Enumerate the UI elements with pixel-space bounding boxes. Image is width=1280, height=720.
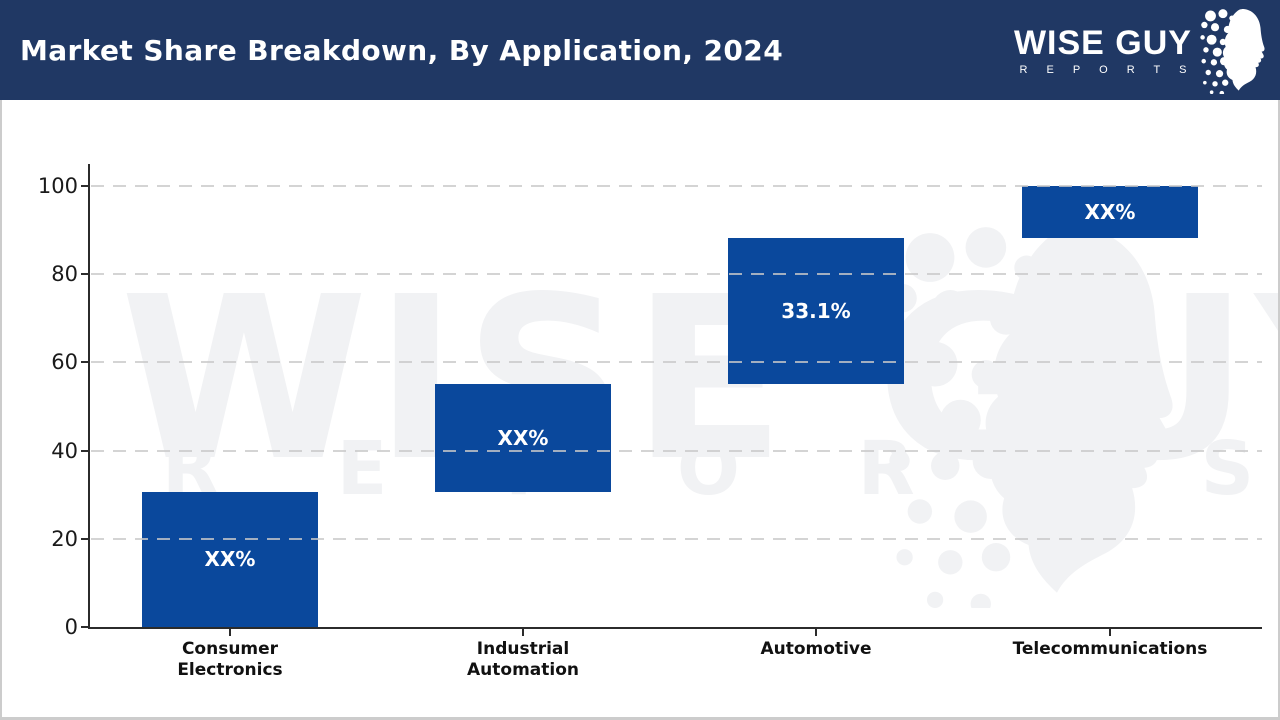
bar-value-label: XX% (204, 547, 256, 572)
y-axis-tick (81, 361, 88, 364)
y-axis-tick-label: 0 (64, 615, 78, 639)
y-gridline (91, 537, 1262, 540)
x-axis-category-label: Telecommunications (1012, 639, 1208, 659)
y-gridline (91, 361, 1262, 364)
x-axis-tick (1109, 629, 1111, 636)
bar-segment: XX% (142, 491, 318, 627)
y-axis-tick (81, 449, 88, 452)
page-title: Market Share Breakdown, By Application, … (20, 33, 784, 67)
bar-segment: XX% (435, 383, 611, 492)
x-axis-tick (815, 629, 817, 636)
y-axis-tick-label: 40 (51, 438, 78, 463)
y-gridline (91, 185, 1262, 187)
bar-value-label: XX% (497, 425, 549, 450)
y-axis-line (88, 164, 90, 629)
x-axis-category-label: Industrial Automation (467, 639, 579, 680)
x-axis-tick (522, 629, 524, 636)
brand-logo-text: WISE GUY R E P O R T S (1014, 24, 1192, 76)
x-axis-category-label: Automotive (760, 639, 872, 659)
y-axis-tick-label: 100 (37, 174, 78, 198)
x-axis-line (88, 627, 1262, 629)
y-axis-tick-label: 60 (51, 350, 78, 375)
x-axis-tick (229, 629, 231, 636)
y-gridline (91, 273, 1262, 276)
bar-segment: 33.1% (728, 238, 904, 384)
bar-segment: XX% (1022, 186, 1198, 239)
y-axis-tick (81, 185, 88, 187)
y-axis-tick-label: 20 (51, 526, 78, 551)
brand-name: WISE GUY (1013, 24, 1192, 62)
y-axis-tick (81, 626, 88, 628)
x-axis-category-label: Consumer Electronics (177, 639, 283, 680)
brand-subname: R E P O R T S (1019, 64, 1195, 76)
brand-logo: WISE GUY R E P O R T S (1014, 0, 1272, 100)
bar-value-label: 33.1% (781, 299, 851, 324)
y-axis-tick-label: 80 (51, 262, 78, 287)
y-axis-tick (81, 273, 88, 276)
y-axis-tick (81, 537, 88, 540)
bar-value-label: XX% (1084, 200, 1136, 225)
header-bar: Market Share Breakdown, By Application, … (0, 0, 1280, 100)
y-gridline (91, 449, 1262, 452)
